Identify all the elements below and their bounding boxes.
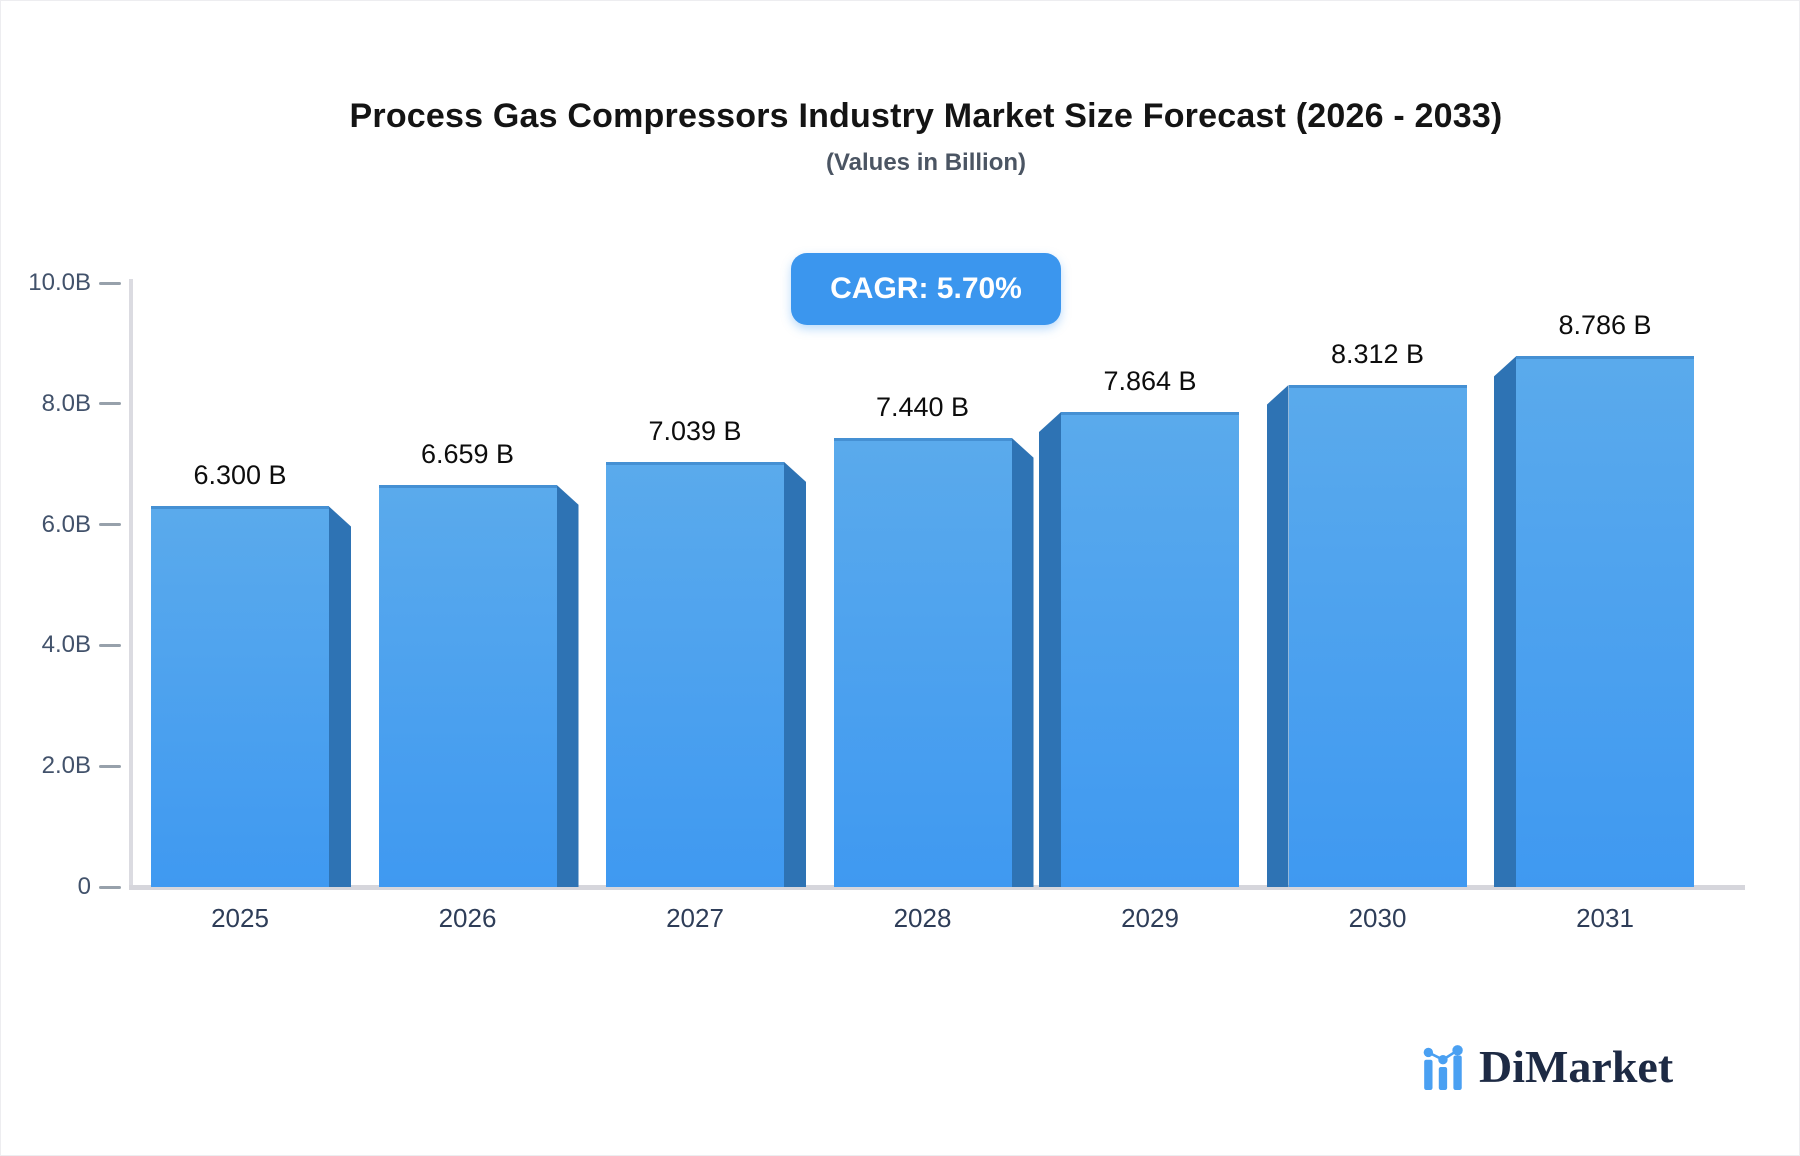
y-axis-tick-label: 2.0B <box>41 752 91 780</box>
bar-value-label: 7.864 B <box>1103 366 1197 396</box>
y-axis-tick-label: 10.0B <box>28 269 91 296</box>
x-axis-tick-label: 2031 <box>1576 903 1634 933</box>
x-axis-tick-label: 2025 <box>211 903 269 933</box>
bar-2025[interactable] <box>151 506 329 887</box>
bar-value-label: 7.039 B <box>648 415 742 446</box>
bar-3d-side-2025 <box>329 506 351 887</box>
x-axis-tick-label: 2026 <box>438 903 497 933</box>
bar-3d-side-2029 <box>1039 412 1061 887</box>
x-axis-tick-label: 2030 <box>1348 903 1407 933</box>
dimarket-logo: DiMarket <box>1421 1041 1673 1093</box>
bar-3d-side-2030 <box>1266 384 1289 887</box>
y-axis-tick-dash <box>99 764 121 768</box>
cagr-badge-label: CAGR: 5.70% <box>830 272 1022 305</box>
cagr-badge: CAGR: 5.70% <box>791 253 1061 325</box>
bar-2029[interactable] <box>1061 412 1239 887</box>
x-axis-tick-label: 2029 <box>1121 903 1179 933</box>
y-axis-tick-dash <box>99 402 121 406</box>
dimarket-logo-text: DiMarket <box>1479 1041 1674 1092</box>
bar-3d-side-2031 <box>1494 356 1516 887</box>
bar-value-label: 7.440 B <box>875 391 970 422</box>
chart-subtitle: (Values in Billion) <box>825 149 1027 176</box>
y-axis-tick-dash <box>99 643 121 647</box>
y-axis-tick-label: 4.0B <box>41 631 91 659</box>
bar-3d-side-2027 <box>784 461 806 887</box>
bar-2027[interactable] <box>606 461 784 887</box>
bar-3d-side-2026 <box>556 484 579 887</box>
bar-2031[interactable] <box>1516 356 1694 887</box>
y-axis-line <box>129 279 133 890</box>
y-axis-tick-dash <box>99 885 121 889</box>
y-axis-tick-dash <box>99 281 121 285</box>
bar-value-label: 6.300 B <box>193 460 287 491</box>
bar-value-label: 8.312 B <box>1330 338 1425 369</box>
bar-2026[interactable] <box>378 484 557 887</box>
bar-value-label: 6.659 B <box>420 438 515 469</box>
chart-title: Process Gas Compressors Industry Market … <box>349 97 1503 135</box>
y-axis-tick-label: 8.0B <box>41 389 91 417</box>
x-axis-tick-label: 2028 <box>893 903 952 933</box>
bar-value-label: 8.786 B <box>1558 310 1652 341</box>
x-axis-baseline <box>129 885 1745 890</box>
bar-2028[interactable] <box>833 437 1012 887</box>
y-axis-tick-label: 6.0B <box>41 510 91 538</box>
y-axis-tick-label: 0 <box>77 873 91 900</box>
bar-3d-side-2028 <box>1011 437 1034 887</box>
y-axis-tick-dash <box>99 523 121 527</box>
bar-2030[interactable] <box>1288 384 1467 887</box>
bar-line-chart-icon <box>1423 1045 1463 1090</box>
x-axis-tick-label: 2027 <box>666 903 724 933</box>
